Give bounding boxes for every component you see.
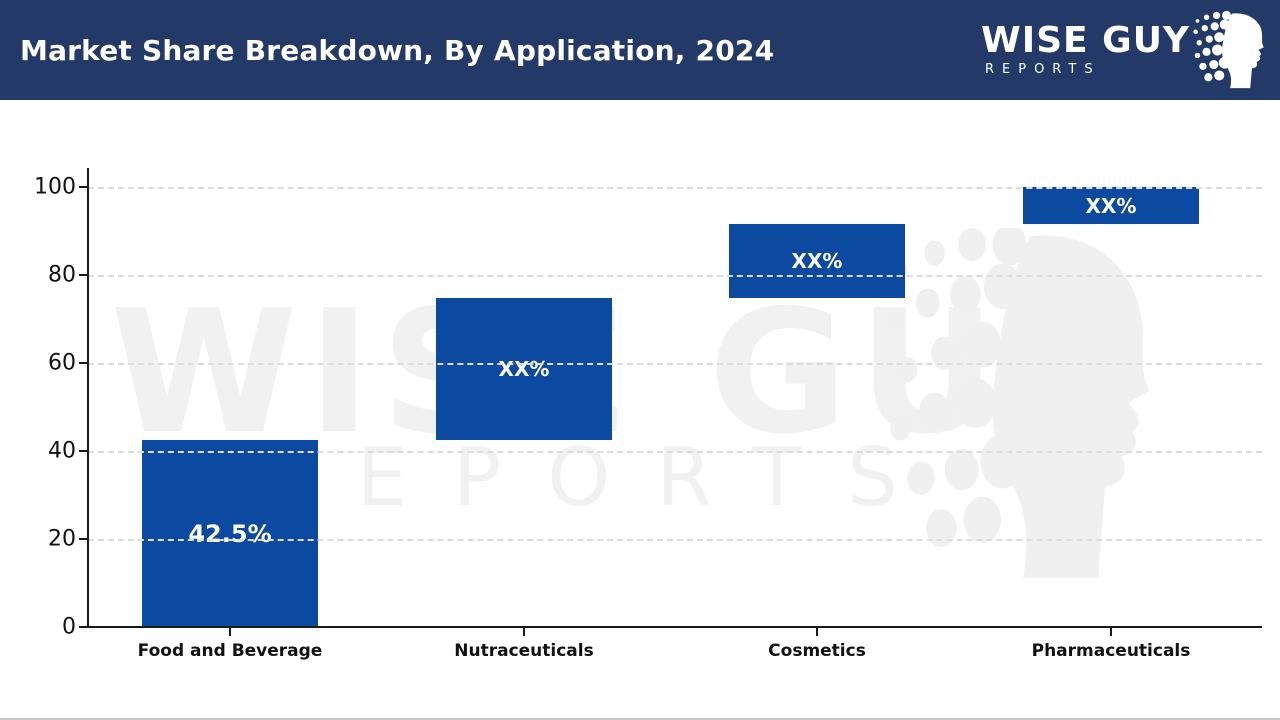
logo-wordmark: WISE GUY: [980, 20, 1190, 61]
page-title: Market Share Breakdown, By Application, …: [20, 33, 775, 67]
x-tick-mark-nutraceuticals: [523, 628, 525, 636]
gridline-80: [88, 275, 1262, 277]
y-tick-label-20: 20: [48, 526, 76, 552]
gridline-60: [88, 363, 1262, 365]
watermark-face-icon: [885, 228, 1150, 578]
x-category-label-nutraceuticals: Nutraceuticals: [454, 641, 594, 661]
gridline-20: [88, 539, 1262, 541]
brand-logo: WISE GUY REPORTS: [981, 4, 1272, 96]
bar-pharmaceuticals: XX%: [1023, 187, 1199, 225]
bar-value-label-food-and-beverage: 42.5%: [188, 519, 272, 548]
bar-cosmetics: XX%: [729, 224, 905, 299]
x-category-label-food-and-beverage: Food and Beverage: [137, 641, 323, 661]
logo-text: WISE GUY REPORTS: [980, 20, 1190, 78]
x-category-label-pharmaceuticals: Pharmaceuticals: [1031, 641, 1191, 661]
x-tick-mark-food-and-beverage: [229, 628, 231, 636]
y-tick-label-0: 0: [62, 614, 76, 640]
y-tick-label-40: 40: [48, 438, 76, 464]
x-tick-mark-cosmetics: [816, 628, 818, 636]
bar-value-label-nutraceuticals: XX%: [498, 357, 550, 382]
y-tick-mark-40: [79, 450, 88, 452]
bottom-border: [0, 718, 1280, 720]
logo-face-icon: [1193, 10, 1264, 89]
y-tick-mark-80: [79, 274, 88, 276]
gridline-100: [88, 187, 1262, 189]
y-tick-label-80: 80: [48, 262, 76, 288]
x-tick-mark-pharmaceuticals: [1110, 628, 1112, 636]
y-tick-mark-20: [79, 538, 88, 540]
y-tick-label-100: 100: [34, 174, 76, 200]
y-tick-mark-100: [79, 186, 88, 188]
y-tick-mark-60: [79, 362, 88, 364]
watermark-wordmark: WISE GUY: [110, 274, 1140, 472]
bar-value-label-cosmetics: XX%: [791, 249, 843, 274]
logo-subtitle: REPORTS: [984, 62, 1101, 77]
y-tick-label-60: 60: [48, 350, 76, 376]
x-axis-line: [86, 626, 1262, 628]
bar-value-label-pharmaceuticals: XX%: [1085, 193, 1137, 218]
bar-food-and-beverage: 42.5%: [142, 440, 318, 627]
gridline-40: [88, 451, 1262, 453]
y-axis-line: [87, 168, 89, 628]
watermark-subtitle: REPORTS: [255, 431, 944, 524]
bar-nutraceuticals: XX%: [436, 298, 612, 440]
y-tick-mark-0: [79, 626, 88, 628]
x-category-label-cosmetics: Cosmetics: [768, 641, 866, 661]
header: Market Share Breakdown, By Application, …: [0, 0, 1280, 100]
